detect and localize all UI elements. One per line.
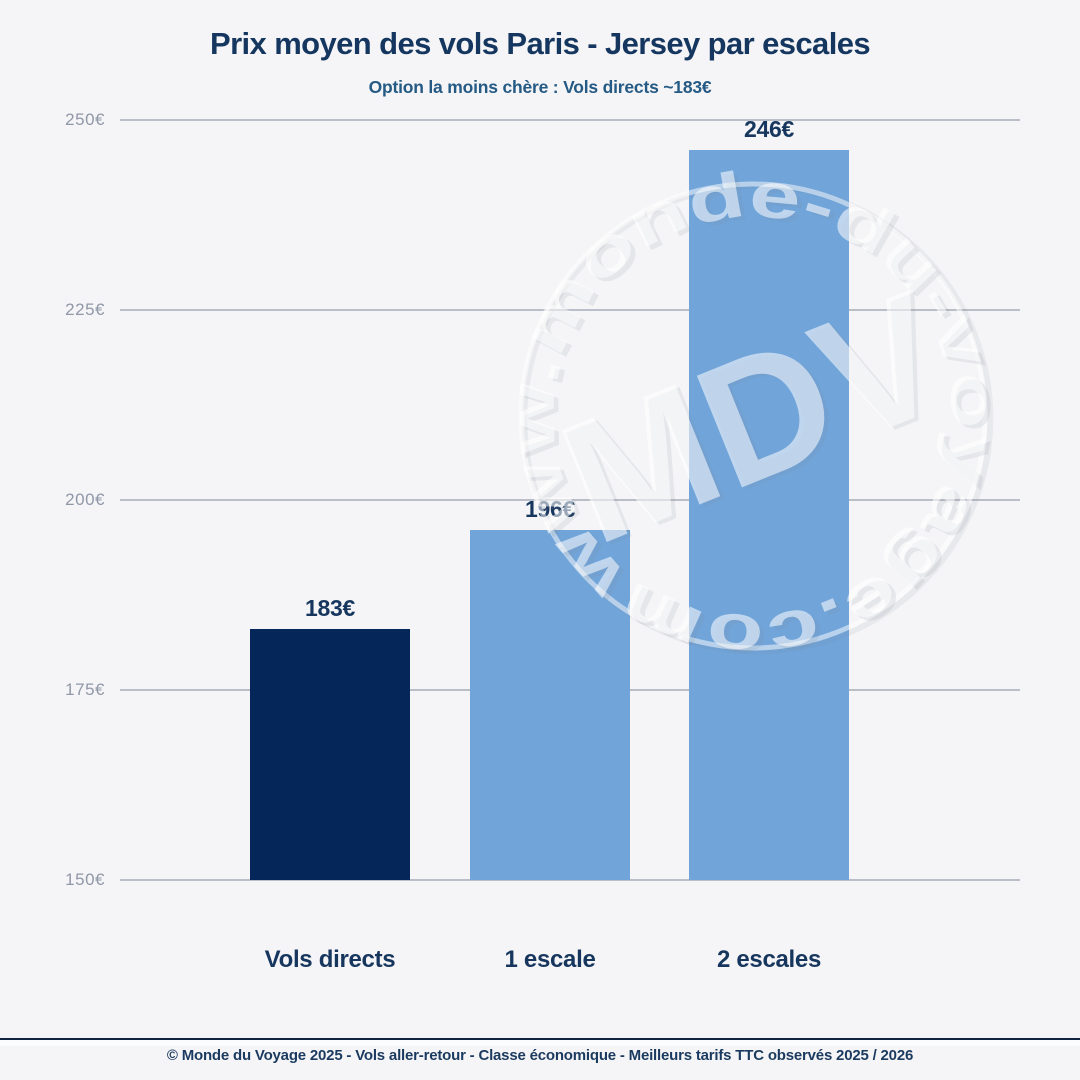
bar-vols-directs <box>250 629 410 880</box>
gridline-225 <box>120 309 1020 311</box>
chart-subtitle: Option la moins chère : Vols directs ~18… <box>368 77 712 97</box>
y-tick-label-150: 150€ <box>65 870 105 889</box>
x-axis-label-vols-directs: Vols directs <box>264 946 396 973</box>
x-axis-label-1-escale: 1 escale <box>504 946 596 973</box>
y-tick-label-175: 175€ <box>65 680 105 699</box>
chart-title: Prix moyen des vols Paris - Jersey par e… <box>210 26 871 61</box>
footer-strip <box>0 1040 1080 1046</box>
bar-1-escale <box>470 530 630 880</box>
bar-value-label-1-escale: 196€ <box>525 496 575 523</box>
footer-divider <box>0 1038 1080 1040</box>
y-tick-label-250: 250€ <box>65 110 105 129</box>
y-tick-label-225: 225€ <box>65 300 105 319</box>
bar-value-label-vols-directs: 183€ <box>305 595 355 622</box>
bar-2-escales <box>689 150 849 880</box>
bar-value-label-2-escales: 246€ <box>744 116 794 143</box>
y-tick-label-200: 200€ <box>65 490 105 509</box>
gridline-150 <box>120 879 1020 881</box>
gridline-250 <box>120 119 1020 121</box>
footer-credit: © Monde du Voyage 2025 - Vols aller-reto… <box>166 1047 914 1064</box>
x-axis-label-2-escales: 2 escales <box>716 946 822 973</box>
